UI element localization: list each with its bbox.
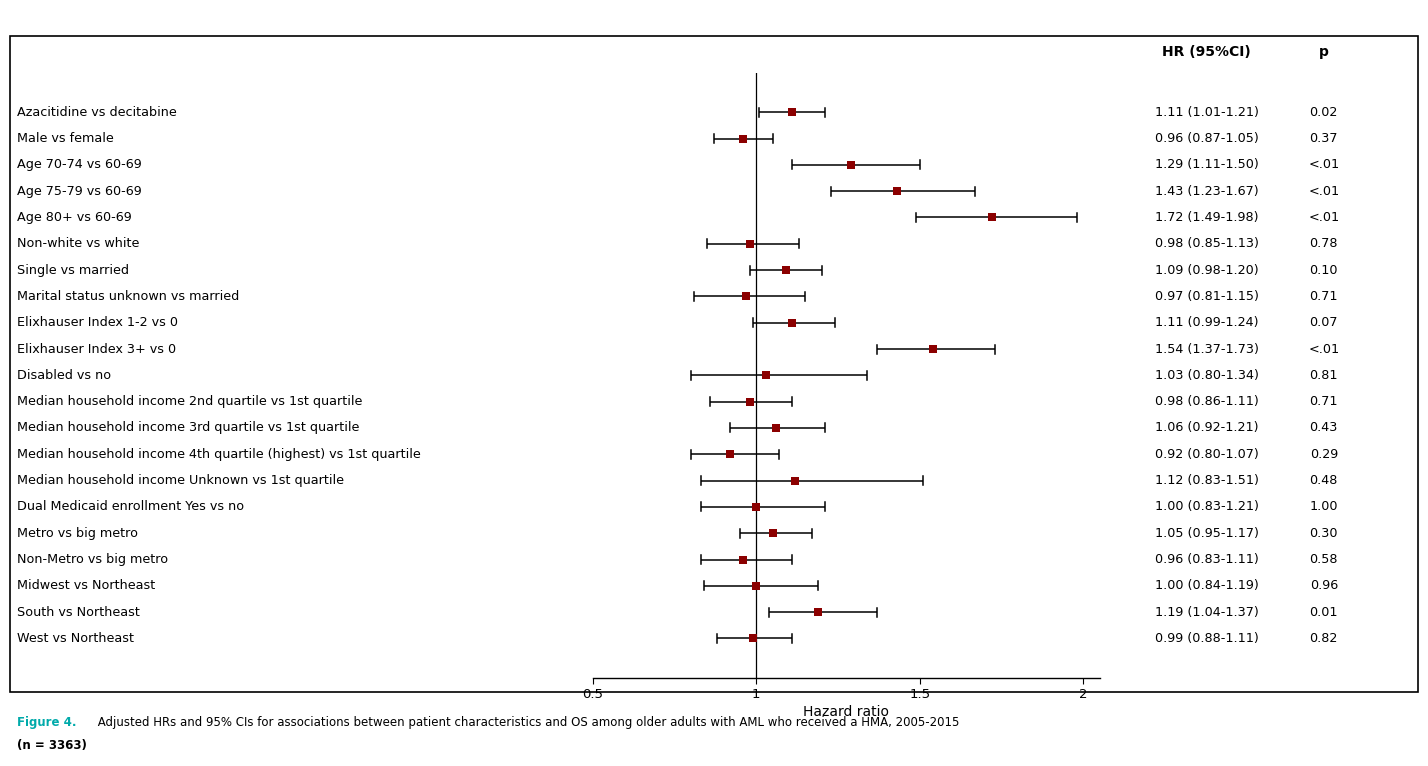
Text: 1.09 (0.98-1.20): 1.09 (0.98-1.20) — [1155, 264, 1258, 277]
Text: 1.72 (1.49-1.98): 1.72 (1.49-1.98) — [1155, 211, 1258, 224]
Text: Male vs female: Male vs female — [17, 132, 114, 145]
Text: 0.98 (0.85-1.13): 0.98 (0.85-1.13) — [1155, 237, 1258, 250]
Text: Median household income Unknown vs 1st quartile: Median household income Unknown vs 1st q… — [17, 474, 344, 487]
Text: Disabled vs no: Disabled vs no — [17, 369, 111, 381]
Text: 0.48: 0.48 — [1309, 474, 1338, 487]
Text: Median household income 4th quartile (highest) vs 1st quartile: Median household income 4th quartile (hi… — [17, 448, 421, 461]
Text: 0.98 (0.86-1.11): 0.98 (0.86-1.11) — [1155, 395, 1258, 408]
Text: 0.82: 0.82 — [1309, 632, 1338, 645]
Text: Marital status unknown vs married: Marital status unknown vs married — [17, 290, 240, 303]
Text: Midwest vs Northeast: Midwest vs Northeast — [17, 579, 156, 592]
Text: 1.11 (1.01-1.21): 1.11 (1.01-1.21) — [1155, 106, 1258, 119]
Text: Azacitidine vs decitabine: Azacitidine vs decitabine — [17, 106, 177, 119]
Text: 0.29: 0.29 — [1309, 448, 1338, 461]
Text: 1.43 (1.23-1.67): 1.43 (1.23-1.67) — [1155, 185, 1258, 198]
Text: p: p — [1319, 45, 1328, 59]
Text: 0.02: 0.02 — [1309, 106, 1338, 119]
Text: 0.58: 0.58 — [1309, 553, 1338, 566]
Text: <.01: <.01 — [1308, 342, 1339, 355]
Text: Metro vs big metro: Metro vs big metro — [17, 527, 139, 540]
Text: Median household income 3rd quartile vs 1st quartile: Median household income 3rd quartile vs … — [17, 421, 360, 434]
Text: 0.71: 0.71 — [1309, 290, 1338, 303]
Text: 0.97 (0.81-1.15): 0.97 (0.81-1.15) — [1155, 290, 1258, 303]
Text: South vs Northeast: South vs Northeast — [17, 606, 140, 619]
Text: 0.07: 0.07 — [1309, 316, 1338, 329]
Text: 1.03 (0.80-1.34): 1.03 (0.80-1.34) — [1155, 369, 1258, 381]
Text: 1.19 (1.04-1.37): 1.19 (1.04-1.37) — [1155, 606, 1258, 619]
Text: 1.54 (1.37-1.73): 1.54 (1.37-1.73) — [1155, 342, 1258, 355]
Text: Age 75-79 vs 60-69: Age 75-79 vs 60-69 — [17, 185, 141, 198]
Text: 1.12 (0.83-1.51): 1.12 (0.83-1.51) — [1155, 474, 1258, 487]
Text: Adjusted HRs and 95% CIs for associations between patient characteristics and OS: Adjusted HRs and 95% CIs for association… — [94, 716, 960, 729]
Text: 1.29 (1.11-1.50): 1.29 (1.11-1.50) — [1155, 159, 1258, 172]
Text: Non-white vs white: Non-white vs white — [17, 237, 140, 250]
Text: Dual Medicaid enrollment Yes vs no: Dual Medicaid enrollment Yes vs no — [17, 500, 244, 513]
Text: West vs Northeast: West vs Northeast — [17, 632, 134, 645]
Text: Median household income 2nd quartile vs 1st quartile: Median household income 2nd quartile vs … — [17, 395, 363, 408]
Text: Elixhauser Index 1-2 vs 0: Elixhauser Index 1-2 vs 0 — [17, 316, 178, 329]
Text: 0.78: 0.78 — [1309, 237, 1338, 250]
Text: Elixhauser Index 3+ vs 0: Elixhauser Index 3+ vs 0 — [17, 342, 176, 355]
Text: 0.81: 0.81 — [1309, 369, 1338, 381]
Text: 1.00 (0.84-1.19): 1.00 (0.84-1.19) — [1155, 579, 1258, 592]
Text: 1.00: 1.00 — [1309, 500, 1338, 513]
Text: 0.92 (0.80-1.07): 0.92 (0.80-1.07) — [1155, 448, 1258, 461]
Text: 0.96 (0.87-1.05): 0.96 (0.87-1.05) — [1155, 132, 1258, 145]
Text: 0.10: 0.10 — [1309, 264, 1338, 277]
Text: 0.71: 0.71 — [1309, 395, 1338, 408]
Text: Age 70-74 vs 60-69: Age 70-74 vs 60-69 — [17, 159, 141, 172]
Text: 0.96 (0.83-1.11): 0.96 (0.83-1.11) — [1155, 553, 1258, 566]
Text: 0.96: 0.96 — [1309, 579, 1338, 592]
Text: 0.01: 0.01 — [1309, 606, 1338, 619]
Text: 1.00 (0.83-1.21): 1.00 (0.83-1.21) — [1155, 500, 1258, 513]
Text: <.01: <.01 — [1308, 159, 1339, 172]
Text: <.01: <.01 — [1308, 211, 1339, 224]
Text: Figure 4.: Figure 4. — [17, 716, 77, 729]
Text: Non-Metro vs big metro: Non-Metro vs big metro — [17, 553, 169, 566]
X-axis label: Hazard ratio: Hazard ratio — [803, 705, 890, 719]
Text: 0.43: 0.43 — [1309, 421, 1338, 434]
Text: 1.11 (0.99-1.24): 1.11 (0.99-1.24) — [1155, 316, 1258, 329]
Text: 0.37: 0.37 — [1309, 132, 1338, 145]
Text: HR (95%CI): HR (95%CI) — [1162, 45, 1251, 59]
Text: Age 80+ vs 60-69: Age 80+ vs 60-69 — [17, 211, 131, 224]
Text: 1.06 (0.92-1.21): 1.06 (0.92-1.21) — [1155, 421, 1258, 434]
Text: 0.30: 0.30 — [1309, 527, 1338, 540]
Text: Single vs married: Single vs married — [17, 264, 129, 277]
Text: <.01: <.01 — [1308, 185, 1339, 198]
Text: (n = 3363): (n = 3363) — [17, 739, 87, 752]
Text: 0.99 (0.88-1.11): 0.99 (0.88-1.11) — [1155, 632, 1258, 645]
Text: 1.05 (0.95-1.17): 1.05 (0.95-1.17) — [1155, 527, 1258, 540]
